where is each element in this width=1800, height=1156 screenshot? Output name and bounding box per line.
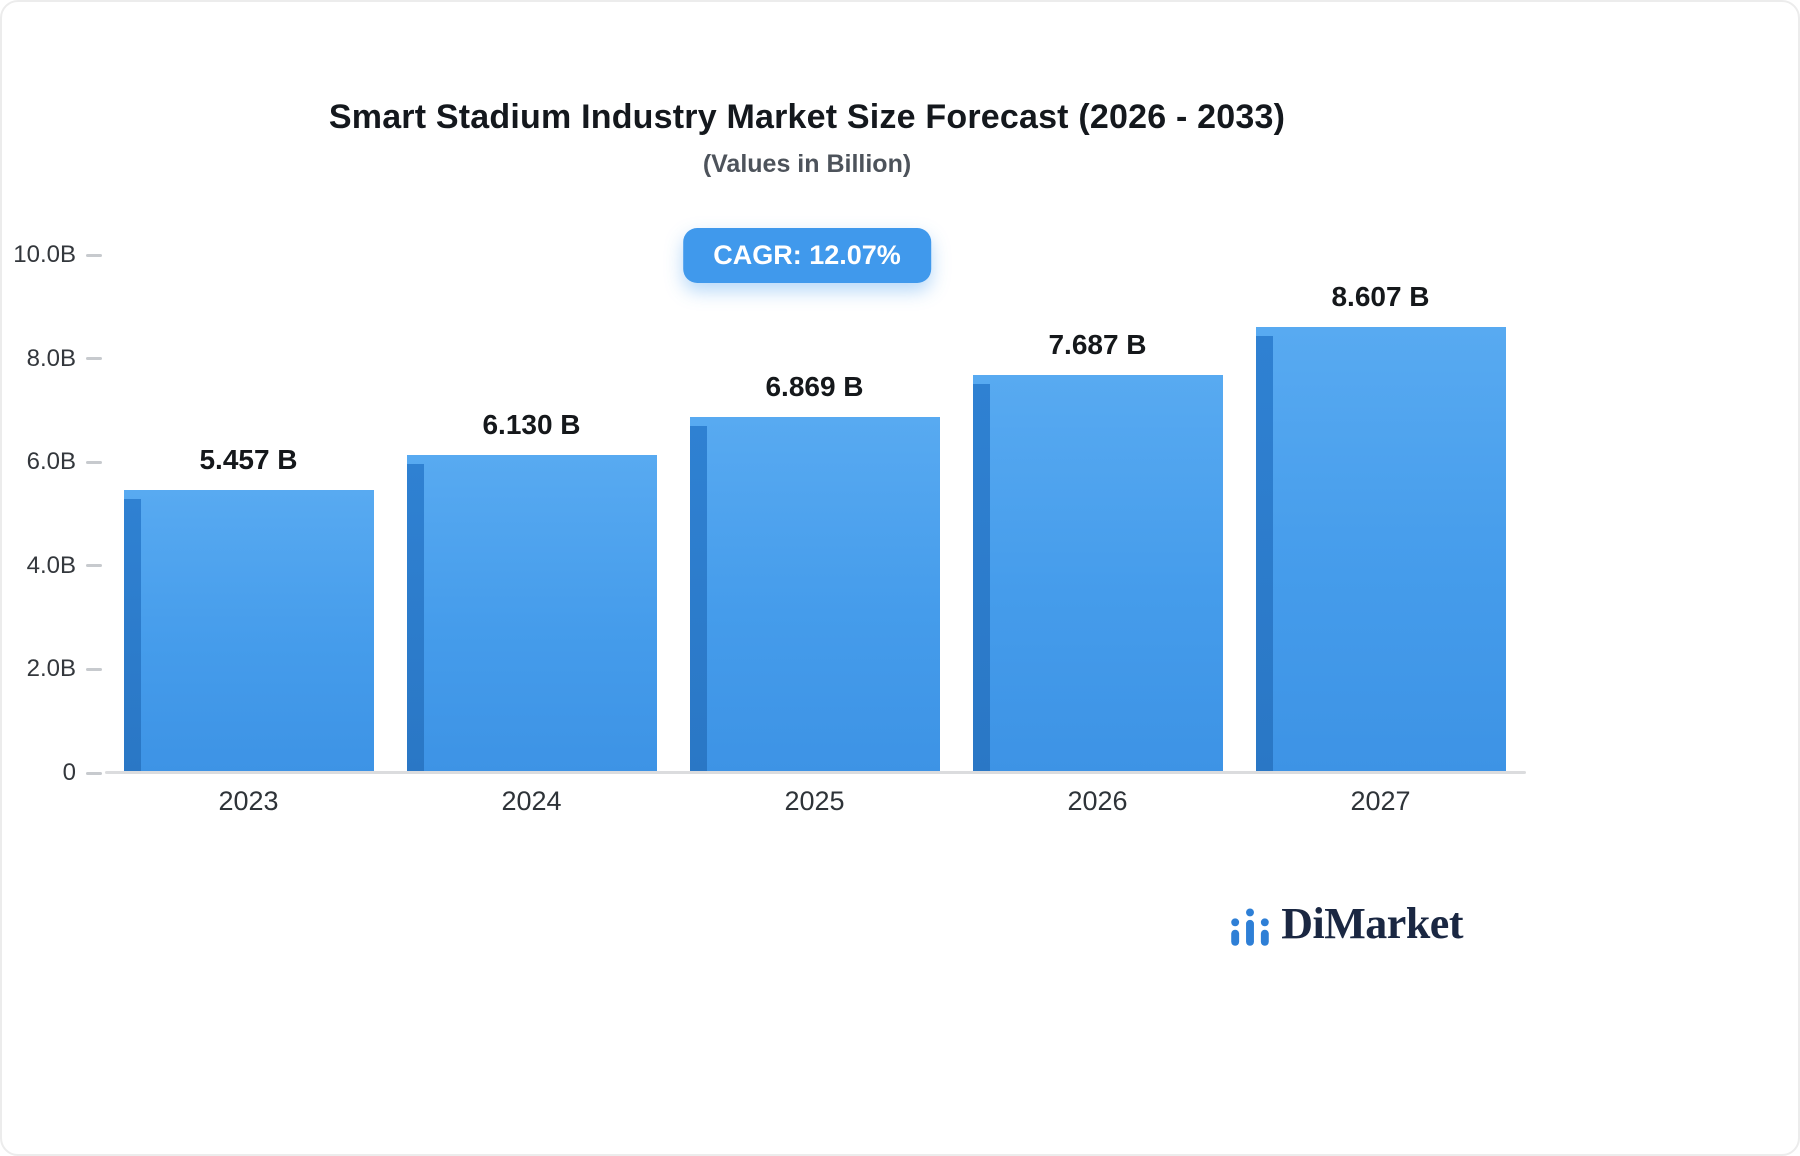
y-tick-label: 2.0B bbox=[27, 655, 102, 683]
bar-2024 bbox=[406, 455, 657, 773]
bar-chart-icon bbox=[1229, 906, 1271, 946]
chart-subtitle: (Values in Billion) bbox=[702, 150, 912, 178]
x-axis: 2023 2024 2025 2026 2027 bbox=[107, 786, 1522, 817]
y-tick-mark bbox=[86, 253, 102, 257]
bar-group-2024: 6.130 B bbox=[390, 255, 673, 773]
y-axis: 0 2.0B 4.0B 6.0B 8.0B 10.0B bbox=[2, 241, 102, 786]
y-tick-mark bbox=[86, 564, 102, 568]
x-tick-label: 2023 bbox=[218, 786, 279, 816]
y-tick-label: 8.0B bbox=[27, 345, 102, 373]
y-tick-label: 6.0B bbox=[27, 448, 102, 476]
x-tick-label: 2026 bbox=[1067, 786, 1128, 816]
y-tick-mark bbox=[86, 771, 102, 775]
bar-group-2026: 7.687 B bbox=[956, 255, 1239, 774]
bar-2025 bbox=[689, 417, 940, 773]
x-tick-label: 2025 bbox=[784, 786, 845, 816]
bar-group-2023: 5.457 B bbox=[107, 255, 390, 773]
bar-group-2027: 8.607 B bbox=[1239, 255, 1522, 773]
bar-value-label: 6.130 B bbox=[482, 409, 581, 441]
plot-area: 5.457 B 6.130 B 6.869 B 7.687 B 8.607 B bbox=[107, 255, 1522, 774]
brand-logo: DiMarket bbox=[1229, 902, 1463, 946]
bar-group-2025: 6.869 B bbox=[673, 255, 956, 773]
x-tick-label: 2027 bbox=[1350, 786, 1411, 816]
y-tick-label: 10.0B bbox=[13, 241, 102, 269]
bar-value-label: 5.457 B bbox=[199, 444, 298, 476]
y-tick-label: 4.0B bbox=[27, 552, 102, 580]
bar-value-label: 8.607 B bbox=[1331, 281, 1430, 313]
chart-title: Smart Stadium Industry Market Size Forec… bbox=[328, 98, 1286, 136]
y-tick-mark bbox=[86, 460, 102, 464]
bar-2023 bbox=[123, 490, 374, 773]
bar-value-label: 6.869 B bbox=[765, 371, 864, 403]
y-tick-label: 0 bbox=[63, 759, 102, 787]
bars: 5.457 B 6.130 B 6.869 B 7.687 B 8.607 B bbox=[107, 255, 1522, 774]
bar-value-label: 7.687 B bbox=[1048, 328, 1147, 360]
bar-2027 bbox=[1255, 327, 1506, 773]
y-tick-mark bbox=[86, 357, 102, 361]
bar-2026 bbox=[972, 374, 1223, 774]
y-tick-mark bbox=[86, 667, 102, 671]
cagr-badge: CAGR: 12.07% bbox=[683, 228, 931, 283]
brand-name: DiMarket bbox=[1281, 899, 1463, 948]
x-tick-label: 2024 bbox=[501, 786, 562, 816]
x-axis-line bbox=[105, 771, 1526, 774]
